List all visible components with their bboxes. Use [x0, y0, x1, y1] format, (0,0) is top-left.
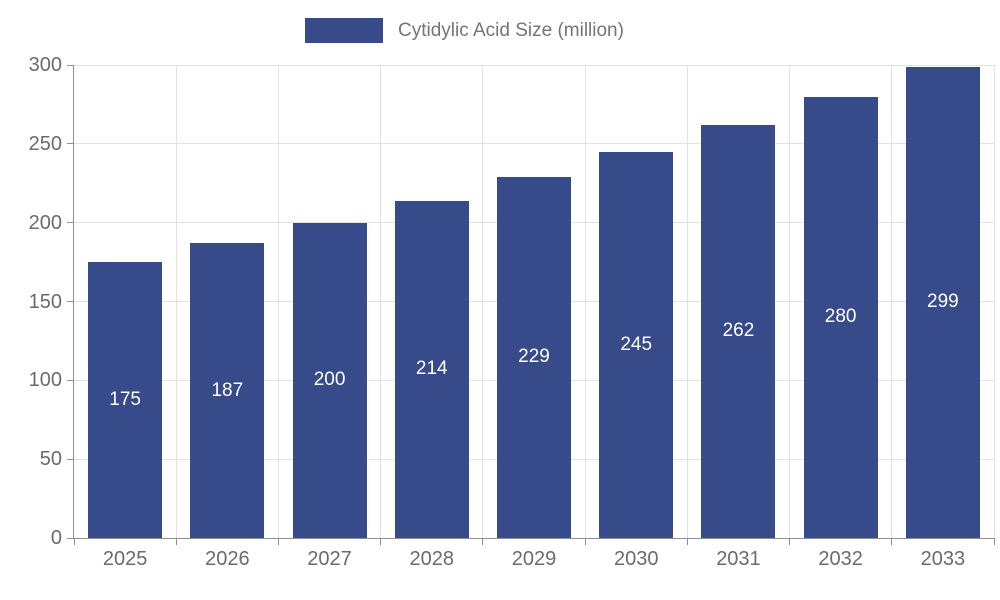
x-axis-tick	[277, 538, 279, 545]
legend-label: Cytidylic Acid Size (million)	[398, 19, 624, 41]
y-tick-label: 150	[28, 290, 62, 313]
x-axis-tick	[482, 538, 484, 545]
bar-value-label: 214	[415, 358, 448, 380]
y-tick-label: 100	[28, 369, 62, 392]
y-axis-tick	[67, 64, 74, 66]
gridline-vertical	[584, 65, 586, 538]
y-tick-label: 250	[28, 132, 62, 155]
x-tick-label: 2027	[307, 548, 352, 570]
y-axis-tick	[67, 222, 74, 224]
bar-value-label: 175	[109, 389, 141, 411]
bar-value-label: 187	[211, 379, 244, 401]
gridline-horizontal	[74, 64, 994, 66]
x-axis-tick	[175, 538, 177, 545]
y-axis-tick	[67, 301, 74, 302]
x-tick-label: 2033	[920, 548, 966, 570]
gridline-horizontal	[74, 143, 994, 145]
bar: 245	[599, 151, 674, 538]
legend-item[interactable]: Cytidylic Acid Size (million)	[305, 18, 624, 43]
y-tick-label: 300	[28, 54, 62, 76]
x-tick-label: 2026	[205, 548, 250, 570]
bar-value-label: 299	[927, 291, 959, 313]
x-axis-tick	[789, 538, 791, 545]
gridline-vertical	[891, 65, 893, 538]
y-axis-tick	[67, 379, 74, 381]
bar-value-label: 245	[620, 333, 653, 355]
bar: 299	[905, 66, 980, 538]
x-axis-tick	[584, 538, 586, 545]
x-axis-tick	[73, 538, 75, 545]
y-tick-label: 200	[28, 211, 62, 234]
x-axis-tick	[686, 538, 688, 545]
bar: 175	[88, 262, 163, 538]
x-axis-tick	[380, 538, 382, 545]
y-tick-label: 50	[39, 448, 62, 471]
plot-area: 0 50 100 150 200 250 300 175 2025 187 2026 200 2027 2…	[29, 55, 995, 570]
y-axis-tick	[67, 537, 74, 539]
bar: 200	[292, 222, 367, 538]
legend-swatch	[305, 18, 383, 43]
y-axis-tick	[67, 143, 74, 145]
x-axis-tick	[891, 538, 893, 545]
bar-value-label: 200	[313, 369, 346, 391]
gridline-vertical	[482, 65, 484, 538]
gridline-vertical	[686, 65, 688, 538]
bar: 262	[701, 124, 776, 538]
x-tick-label: 2032	[818, 548, 863, 570]
x-tick-label: 2031	[716, 548, 761, 570]
y-tick-label: 0	[50, 527, 62, 549]
gridline-vertical	[175, 65, 177, 538]
x-tick-label: 2029	[511, 548, 557, 570]
bar: 280	[803, 96, 878, 538]
gridline-vertical	[993, 65, 995, 538]
bar-value-label: 262	[722, 320, 755, 342]
gridline-vertical	[380, 65, 382, 538]
bar-value-label: 229	[518, 346, 550, 368]
bar-value-label: 280	[824, 306, 857, 328]
x-tick-label: 2030	[613, 548, 659, 570]
bar: 214	[394, 200, 469, 538]
bar: 229	[497, 176, 571, 538]
bar: 187	[190, 243, 265, 538]
gridline-vertical	[277, 65, 279, 538]
y-axis-tick	[67, 458, 74, 460]
x-tick-label: 2028	[409, 548, 455, 570]
x-axis-tick	[993, 538, 995, 545]
x-tick-label: 2025	[102, 548, 148, 570]
gridline-vertical	[789, 65, 791, 538]
